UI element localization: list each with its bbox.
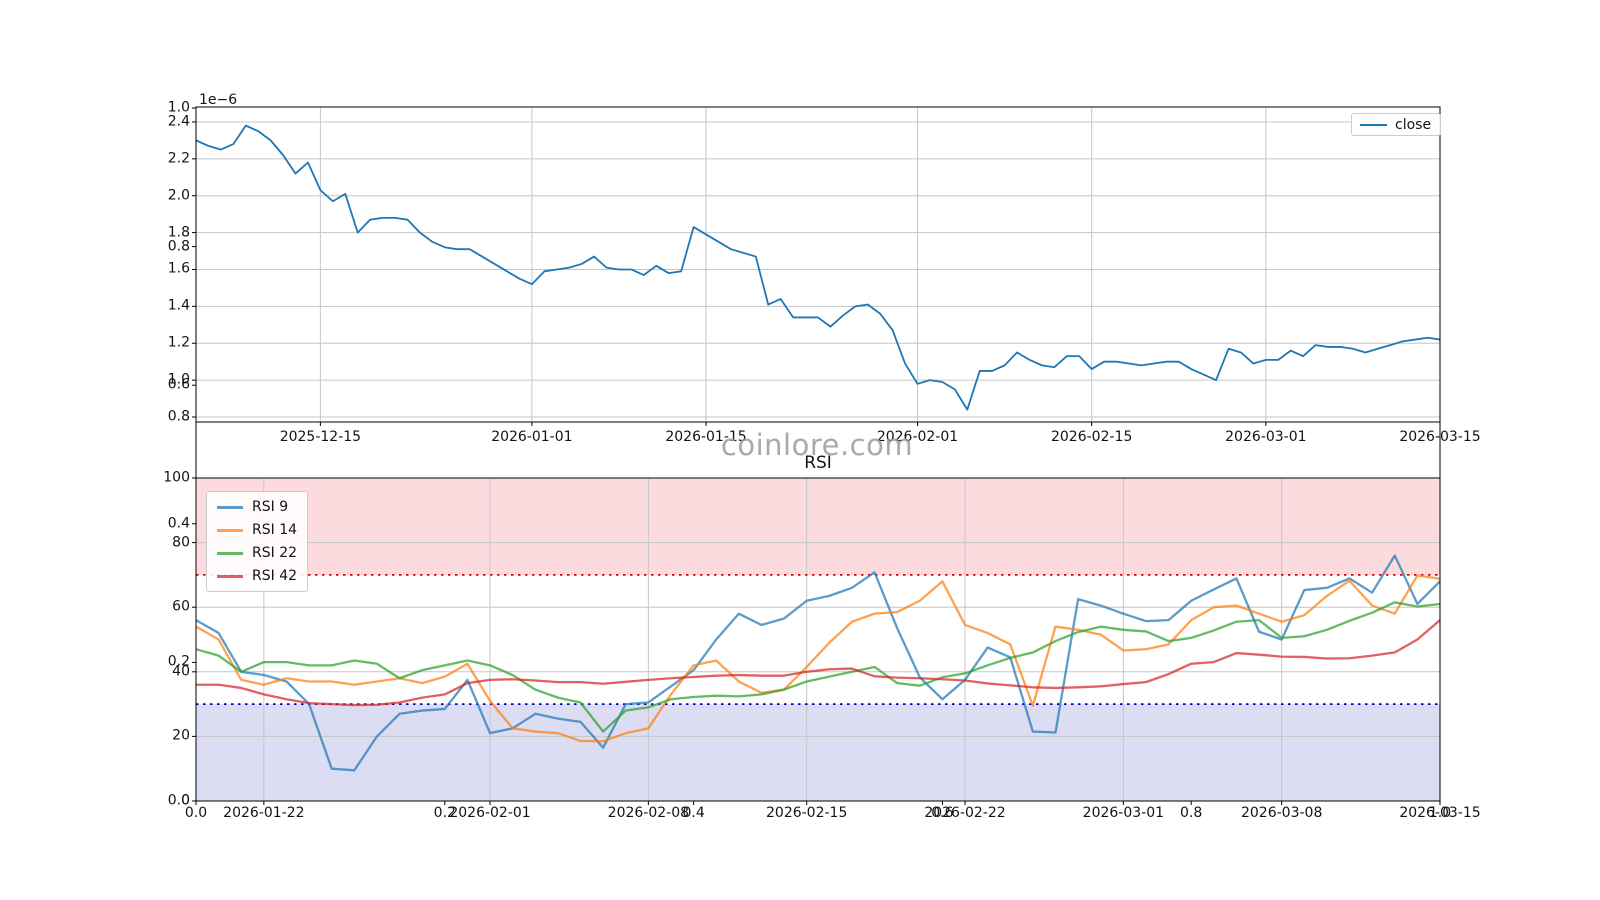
rsi42-line-sample xyxy=(217,574,243,578)
price-y-tick-label: 0.8 xyxy=(167,408,190,425)
ghost-x-tick-label: 0.2 xyxy=(433,805,456,821)
legend-row-rsi42: RSI 42 xyxy=(217,568,297,584)
rsi-y-tick-label: 0 xyxy=(181,792,190,809)
rsi-x-tick-label: 2026-02-22 xyxy=(924,805,1006,821)
legend-label-rsi9: RSI 9 xyxy=(252,499,289,515)
watermark: coinlore.com xyxy=(720,428,914,462)
legend-row-rsi9: RSI 9 xyxy=(217,499,288,515)
rsi-y-tick-label: 100 xyxy=(163,469,190,486)
price-x-tick-label: 2026-01-01 xyxy=(491,429,573,445)
ghost-y-tick-label: 0.4 xyxy=(167,515,190,532)
rsi-y-tick-label: 20 xyxy=(172,727,190,744)
price-y-tick-label: 2.0 xyxy=(167,187,190,204)
price-x-tick-label: 2026-02-01 xyxy=(876,429,959,445)
rsi-x-tick-label: 2026-02-08 xyxy=(607,805,690,821)
rsi-panel-title: RSI xyxy=(804,453,832,473)
rsi-x-tick-label: 2026-03-15 xyxy=(1399,805,1481,821)
rsi-axes-box xyxy=(195,477,1441,802)
legend-label-rsi22: RSI 22 xyxy=(252,545,298,561)
rsi-line-rsi42 xyxy=(196,619,1441,707)
rsi-y-tick-label: 60 xyxy=(172,598,190,615)
ghost-y-tick-label: 0.6 xyxy=(167,376,190,393)
price-x-tick-label: 2026-03-01 xyxy=(1225,429,1307,445)
ghost-y-tick-label: 0.0 xyxy=(167,792,190,809)
rsi-x-tick-label: 2026-03-08 xyxy=(1240,805,1323,821)
price-x-tick-label: 2026-03-15 xyxy=(1399,429,1481,445)
rsi-y-tick-label: 40 xyxy=(172,663,190,680)
y-axis-offset-label: 1e−6 xyxy=(199,92,238,108)
legend-row-rsi22: RSI 22 xyxy=(217,545,297,561)
price-legend: close xyxy=(1351,113,1442,136)
rsi-line-rsi14 xyxy=(195,574,1441,743)
rsi22-line-sample xyxy=(217,551,243,555)
ghost-x-tick-label: 0.4 xyxy=(682,805,705,821)
ghost-y-tick-label: 1.0 xyxy=(167,99,190,116)
price-close-line xyxy=(195,124,1441,411)
price-x-tick-label: 2026-02-15 xyxy=(1050,429,1133,445)
price-y-tick-label: 2.2 xyxy=(167,150,190,167)
rsi9-line-sample xyxy=(217,505,243,509)
oversold-band xyxy=(196,704,1440,801)
ghost-y-tick-label: 0.2 xyxy=(167,653,190,670)
price-axes-box xyxy=(195,106,1441,423)
close-line-sample xyxy=(1360,123,1387,126)
ghost-x-tick-label: 0.0 xyxy=(184,805,208,821)
ghost-x-tick-label: 0.8 xyxy=(1180,805,1203,821)
price-y-tick-label: 1.4 xyxy=(167,297,190,314)
legend-label-rsi42: RSI 42 xyxy=(252,568,298,584)
ghost-x-tick-label: 1.0 xyxy=(1428,805,1452,821)
price-x-tick-label: 2026-01-15 xyxy=(665,429,747,445)
rsi-x-tick-label: 2026-02-15 xyxy=(766,805,848,821)
price-y-tick-label: 1.8 xyxy=(167,224,190,241)
overbought-band xyxy=(196,478,1440,575)
rsi-line-rsi22 xyxy=(195,601,1441,733)
legend-row-rsi14: RSI 14 xyxy=(217,522,297,538)
price-y-tick-label: 1.2 xyxy=(167,334,190,351)
price-x-tick-label: 2025-12-15 xyxy=(279,429,362,445)
rsi-line-rsi9 xyxy=(195,554,1441,772)
legend-label-close: close xyxy=(1395,116,1432,133)
rsi-legend: RSI 9 RSI 14 RSI 22 RSI 42 xyxy=(206,491,309,592)
ghost-x-tick-label: 0.6 xyxy=(931,805,954,821)
price-axes-bg xyxy=(196,107,1440,422)
ghost-y-tick-label: 0.8 xyxy=(167,238,190,255)
rsi14-line-sample xyxy=(217,528,243,532)
rsi-x-tick-label: 2026-02-01 xyxy=(449,805,531,821)
price-y-tick-label: 2.4 xyxy=(167,113,190,130)
rsi-y-tick-label: 80 xyxy=(172,534,190,551)
price-y-tick-label: 1.6 xyxy=(167,260,190,277)
price-y-tick-label: 1.0 xyxy=(167,371,190,388)
rsi-x-tick-label: 2026-03-01 xyxy=(1082,805,1165,821)
legend-label-rsi14: RSI 14 xyxy=(252,522,298,538)
rsi-x-tick-label: 2026-01-22 xyxy=(223,805,305,821)
